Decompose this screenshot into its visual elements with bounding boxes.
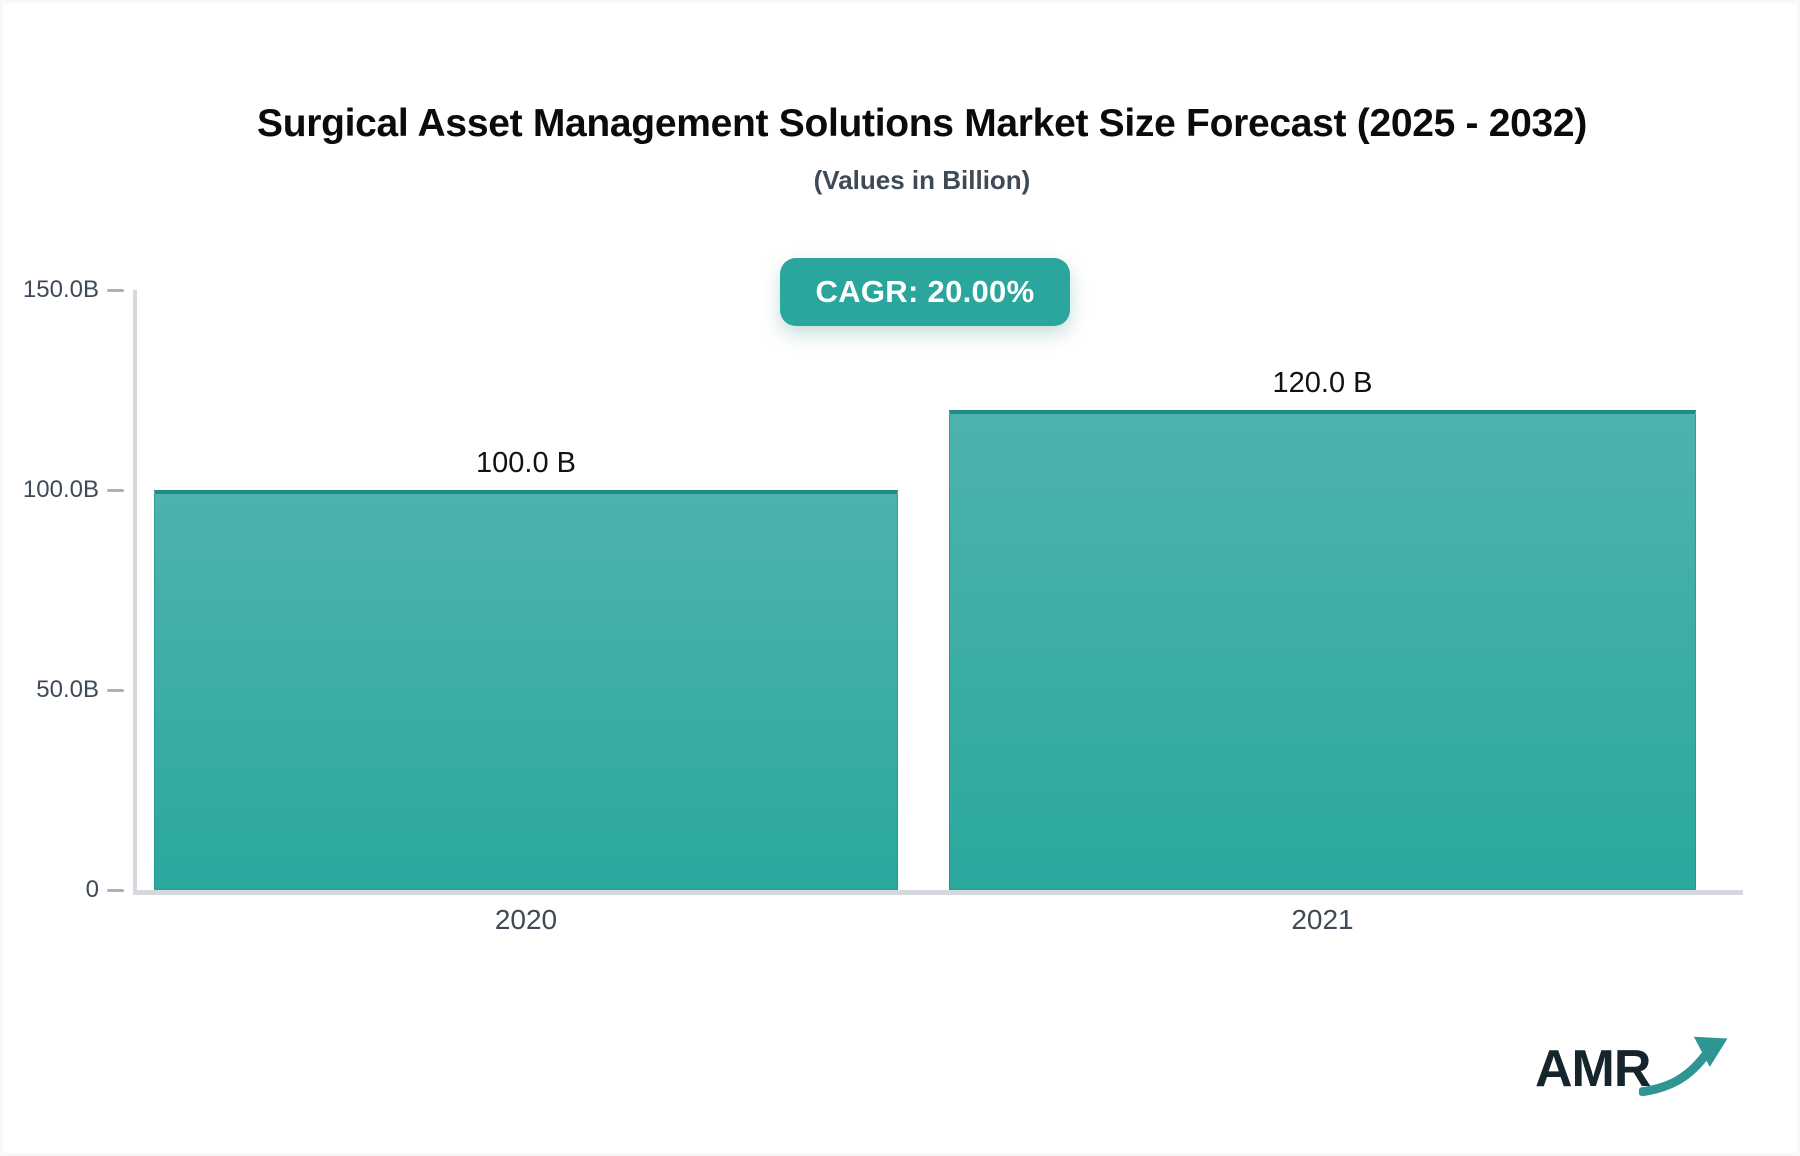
y-axis-line xyxy=(133,290,137,894)
bar-group-2021: 120.0 B 2021 xyxy=(949,290,1696,935)
x-axis-label-2020: 2020 xyxy=(494,904,558,935)
bar-chart: 150.0B 100.0B 50.0B 0 100.0 B 2020 120.0… xyxy=(3,3,1797,1153)
y-tick-50: 50.0B xyxy=(3,676,133,704)
amr-logo-text: AMR xyxy=(1535,1040,1651,1098)
bar-value-label: 120.0 B xyxy=(1272,367,1373,399)
x-axis-label-2021: 2021 xyxy=(1291,904,1354,935)
y-tick-label: 0 xyxy=(85,876,99,903)
bar-group-2020: 100.0 B 2020 xyxy=(154,290,898,935)
chart-subtitle: (Values in Billion) xyxy=(813,165,1031,195)
x-axis-line xyxy=(133,890,1743,895)
y-tick-mark xyxy=(107,888,124,892)
y-tick-label: 100.0B xyxy=(22,476,99,503)
y-tick-100: 100.0B xyxy=(3,476,133,504)
bar-value-label: 100.0 B xyxy=(476,447,576,479)
chart-title: Surgical Asset Management Solutions Mark… xyxy=(256,102,1588,145)
bar-2021 xyxy=(949,410,1696,890)
y-tick-label: 50.0B xyxy=(36,676,99,703)
amr-logo: AMR xyxy=(1535,1036,1735,1109)
cagr-badge: CAGR: 20.00% xyxy=(780,258,1070,326)
cagr-badge-label: CAGR: 20.00% xyxy=(815,274,1035,309)
y-tick-150: 150.0B xyxy=(3,276,133,304)
y-tick-0: 0 xyxy=(3,876,133,904)
y-tick-mark xyxy=(107,688,124,692)
y-tick-mark xyxy=(107,288,124,292)
y-tick-mark xyxy=(107,488,124,492)
growth-arrow-icon xyxy=(1639,1036,1728,1097)
chart-header: Surgical Asset Management Solutions Mark… xyxy=(3,3,1797,196)
bar-2020 xyxy=(154,490,898,890)
y-tick-label: 150.0B xyxy=(22,276,99,303)
